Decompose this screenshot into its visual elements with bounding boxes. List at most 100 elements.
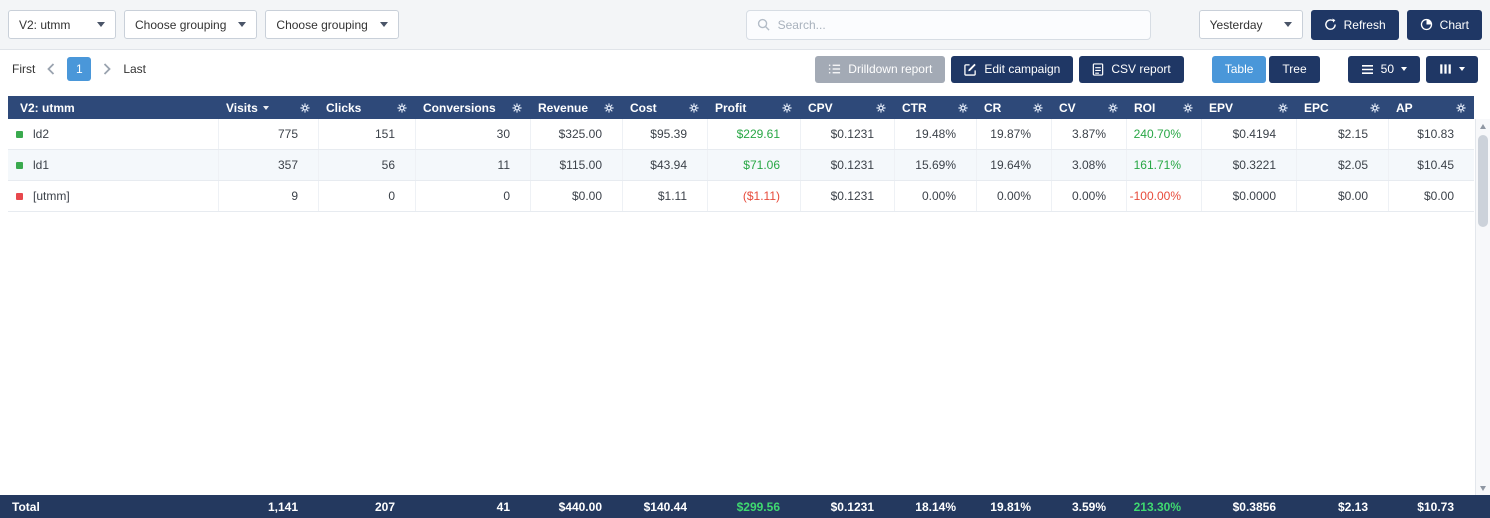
chart-button[interactable]: Chart — [1406, 9, 1482, 40]
table-row[interactable]: [utmm] 9 0 0 $0.00 $1.11 ($1.11) $0.1231 0.00% 0.… — [8, 181, 1474, 212]
edit-campaign-label: Edit campaign — [984, 62, 1061, 76]
pagination-last[interactable]: Last — [123, 62, 147, 76]
chart-label: Chart — [1439, 17, 1469, 32]
header-cell-profit[interactable]: Profit — [707, 96, 800, 119]
csv-report-button[interactable]: CSV report — [1079, 55, 1184, 83]
row-name: ld2 — [33, 127, 50, 141]
columns-select[interactable] — [1426, 55, 1478, 83]
status-indicator — [16, 161, 23, 169]
column-label: ROI — [1134, 100, 1156, 115]
total-cv: 3.59% — [1071, 499, 1106, 514]
column-settings-gear-icon[interactable] — [1456, 102, 1466, 113]
column-settings-gear-icon[interactable] — [1183, 102, 1193, 113]
column-label: AP — [1396, 100, 1413, 115]
header-cell-visits[interactable]: Visits — [218, 96, 318, 119]
caret-down-icon — [238, 22, 247, 27]
cell-cpv: $0.1231 — [800, 181, 894, 211]
tree-view-button[interactable]: Tree — [1269, 55, 1320, 83]
column-label: Conversions — [423, 100, 496, 115]
drilldown-report-button[interactable]: Drilldown report — [815, 55, 946, 83]
column-settings-gear-icon[interactable] — [958, 102, 968, 113]
column-settings-gear-icon[interactable] — [300, 102, 310, 113]
grouping-select-2[interactable]: Choose grouping — [265, 10, 399, 39]
header-cell-group[interactable]: V2: utmm — [20, 100, 75, 115]
column-settings-gear-icon[interactable] — [876, 102, 886, 113]
column-settings-gear-icon[interactable] — [1278, 102, 1288, 113]
column-label: CR — [984, 100, 1002, 115]
vertical-scrollbar[interactable] — [1475, 119, 1490, 495]
column-settings-gear-icon[interactable] — [397, 102, 407, 113]
header-cell-cpv[interactable]: CPV — [800, 96, 894, 119]
header-cell-cost[interactable]: Cost — [622, 96, 707, 119]
rows-per-page-value: 50 — [1380, 62, 1394, 76]
table-view-button[interactable]: Table — [1211, 55, 1267, 83]
columns-icon — [1439, 63, 1452, 75]
column-label: Visits — [226, 100, 258, 115]
cell-visits: 357 — [218, 150, 318, 180]
table-row[interactable]: ld2 775 151 30 $325.00 $95.39 $229.61 $0.1231 19… — [8, 119, 1474, 150]
refresh-label: Refresh — [1343, 17, 1386, 32]
cell-cost: $1.11 — [622, 181, 707, 211]
cell-profit: $71.06 — [707, 150, 800, 180]
header-cell-clicks[interactable]: Clicks — [318, 96, 415, 119]
cell-revenue: $0.00 — [530, 181, 622, 211]
drilldown-label: Drilldown report — [848, 62, 933, 76]
refresh-button[interactable]: Refresh — [1310, 9, 1399, 40]
row-name: ld1 — [33, 158, 50, 172]
scrollbar-thumb[interactable] — [1478, 135, 1488, 227]
total-ap: $10.73 — [1417, 499, 1454, 514]
column-label: CV — [1059, 100, 1076, 115]
cell-cv: 3.87% — [1051, 119, 1126, 149]
cell-revenue: $325.00 — [530, 119, 622, 149]
edit-campaign-button[interactable]: Edit campaign — [951, 55, 1074, 83]
campaign-filter-select[interactable]: V2: utmm — [8, 10, 116, 39]
cell-conversions: 30 — [415, 119, 530, 149]
edit-pencil-icon — [964, 63, 977, 76]
header-cell-epc[interactable]: EPC — [1296, 96, 1388, 119]
total-roi: 213.30% — [1133, 499, 1181, 514]
chevron-left-icon[interactable] — [47, 63, 55, 75]
grouping-select-1[interactable]: Choose grouping — [124, 10, 258, 39]
rows-per-page-icon — [1361, 64, 1374, 75]
cell-ap: $0.00 — [1388, 181, 1474, 211]
cell-conversions: 11 — [415, 150, 530, 180]
rows-per-page-select[interactable]: 50 — [1347, 55, 1420, 83]
table-row[interactable]: ld1 357 56 11 $115.00 $43.94 $71.06 $0.1231 15.6… — [8, 150, 1474, 181]
sub-toolbar: First 1 Last Drilldown report Edit c — [0, 50, 1490, 88]
status-indicator — [16, 192, 23, 200]
header-cell-revenue[interactable]: Revenue — [530, 96, 622, 119]
cell-roi: 240.70% — [1126, 119, 1201, 149]
cell-profit: ($1.11) — [707, 181, 800, 211]
column-settings-gear-icon[interactable] — [1370, 102, 1380, 113]
pagination-page-1[interactable]: 1 — [67, 57, 92, 81]
date-range-select[interactable]: Yesterday — [1198, 10, 1303, 39]
header-cell-roi[interactable]: ROI — [1126, 96, 1201, 119]
report-actions: Drilldown report Edit campaign CSV repor… — [815, 55, 1478, 83]
caret-down-icon — [1401, 67, 1407, 71]
column-settings-gear-icon[interactable] — [1033, 102, 1043, 113]
header-cell-cr[interactable]: CR — [976, 96, 1051, 119]
scroll-down-arrow[interactable] — [1476, 481, 1490, 495]
cell-clicks: 0 — [318, 181, 415, 211]
column-settings-gear-icon[interactable] — [512, 102, 522, 113]
header-cell-ctr[interactable]: CTR — [894, 96, 976, 119]
header-cell-cv[interactable]: CV — [1051, 96, 1126, 119]
header-cell-ap[interactable]: AP — [1388, 96, 1474, 119]
column-settings-gear-icon[interactable] — [689, 102, 699, 113]
caret-down-icon — [1283, 22, 1292, 27]
cell-ctr: 15.69% — [894, 150, 976, 180]
column-settings-gear-icon[interactable] — [1108, 102, 1118, 113]
search-input[interactable] — [777, 17, 1140, 32]
cell-epv: $0.3221 — [1201, 150, 1296, 180]
header-cell-conversions[interactable]: Conversions — [415, 96, 530, 119]
row-name: [utmm] — [33, 189, 70, 203]
column-settings-gear-icon[interactable] — [604, 102, 614, 113]
cell-profit: $229.61 — [707, 119, 800, 149]
scroll-up-arrow[interactable] — [1476, 119, 1490, 133]
table-body: ld2 775 151 30 $325.00 $95.39 $229.61 $0.1231 19… — [8, 119, 1474, 212]
column-settings-gear-icon[interactable] — [782, 102, 792, 113]
pagination-first[interactable]: First — [12, 62, 36, 76]
header-cell-epv[interactable]: EPV — [1201, 96, 1296, 119]
cell-epc: $0.00 — [1296, 181, 1388, 211]
chevron-right-icon[interactable] — [103, 63, 112, 75]
